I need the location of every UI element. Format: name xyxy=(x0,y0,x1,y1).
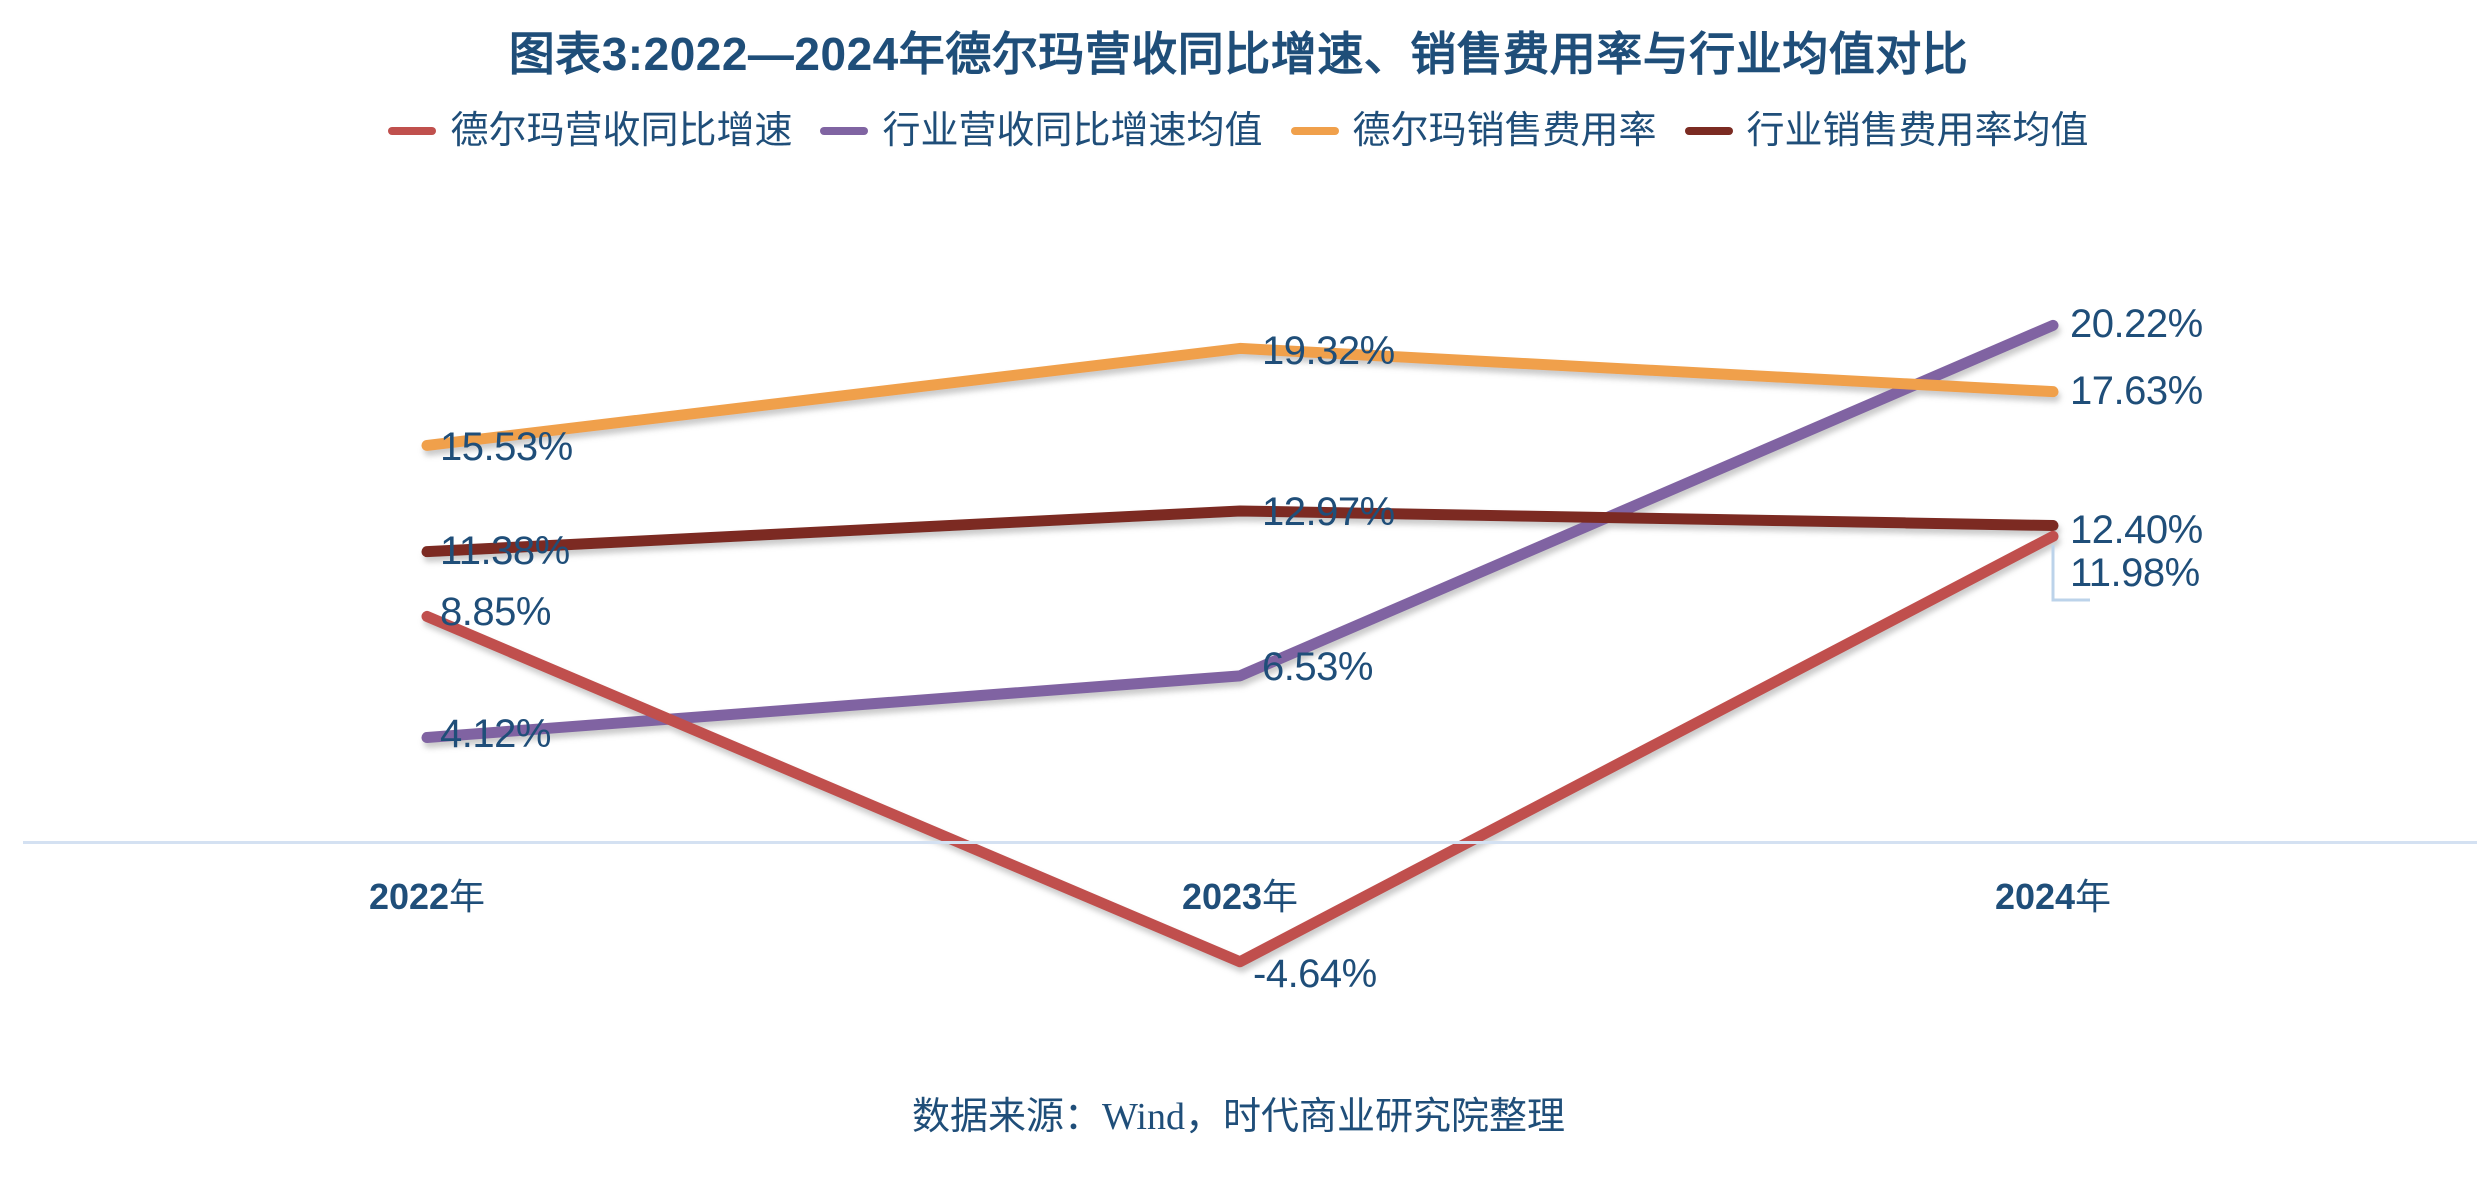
chart-legend: 德尔玛营收同比增速 行业营收同比增速均值 德尔玛销售费用率 行业销售费用率均值 xyxy=(0,112,2477,150)
series-line xyxy=(421,342,2059,451)
data-label: 11.98% xyxy=(2070,551,2200,595)
data-label: 8.85% xyxy=(440,590,551,634)
x-axis-line xyxy=(23,841,2477,844)
legend-label: 德尔玛销售费用率 xyxy=(1352,110,1657,152)
legend-swatch-icon xyxy=(388,127,437,135)
data-label: 20.22% xyxy=(2070,302,2203,346)
series-line xyxy=(421,505,2059,558)
x-tick-label-2024: 2024年 xyxy=(1995,868,2111,920)
x-tick-unit: 年 xyxy=(2075,877,2112,917)
legend-swatch-icon xyxy=(820,127,869,135)
chart-title: 图表3:2022—2024年德尔玛营收同比增速、销售费用率与行业均值对比 xyxy=(508,28,1969,80)
x-tick-unit: 年 xyxy=(449,877,486,917)
legend-item-delma-revenue-growth[interactable]: 德尔玛营收同比增速 xyxy=(388,112,792,150)
legend-item-industry-selling-expense-ratio-avg[interactable]: 行业销售费用率均值 xyxy=(1684,110,2089,152)
data-label: 11.38% xyxy=(440,529,570,573)
legend-swatch-icon xyxy=(1684,127,1733,135)
series-line xyxy=(421,319,2059,744)
x-tick-year: 2023 xyxy=(1181,876,1263,917)
data-label: 15.53% xyxy=(440,425,573,469)
source-note-text: 数据来源：Wind，时代商业研究院整理 xyxy=(912,1096,1565,1138)
data-label: 12.40% xyxy=(2070,508,2203,552)
x-tick-label-2023: 2023年 xyxy=(1182,868,1298,920)
legend-item-industry-revenue-growth-avg[interactable]: 行业营收同比增速均值 xyxy=(820,110,1263,152)
data-label: -4.64% xyxy=(1253,952,1377,996)
data-label: 4.12% xyxy=(440,712,551,756)
x-tick-year: 2024 xyxy=(1994,876,2076,917)
data-label: 17.63% xyxy=(2070,369,2203,413)
legend-label: 行业营收同比增速均值 xyxy=(882,110,1263,152)
data-label: 19.32% xyxy=(1262,329,1395,373)
legend-swatch-icon xyxy=(1290,127,1339,135)
data-label: 12.97% xyxy=(1262,490,1395,534)
legend-label: 行业销售费用率均值 xyxy=(1746,110,2089,152)
source-note: 数据来源：Wind，时代商业研究院整理 xyxy=(0,1085,2477,1140)
legend-label: 德尔玛营收同比增速 xyxy=(450,110,793,152)
x-tick-year: 2022 xyxy=(368,876,450,917)
x-tick-unit: 年 xyxy=(1262,877,1299,917)
x-tick-label-2022: 2022年 xyxy=(369,868,485,920)
data-label: 6.53% xyxy=(1262,645,1373,689)
legend-item-delma-selling-expense-ratio[interactable]: 德尔玛销售费用率 xyxy=(1290,110,1657,152)
